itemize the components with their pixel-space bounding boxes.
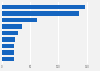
Bar: [2, 11, 79, 16]
Bar: [2, 5, 85, 9]
Bar: [2, 50, 14, 55]
Bar: [2, 44, 14, 48]
Bar: [2, 24, 22, 29]
Bar: [2, 31, 18, 35]
Bar: [2, 57, 14, 61]
Bar: [2, 37, 15, 42]
Bar: [2, 18, 37, 22]
